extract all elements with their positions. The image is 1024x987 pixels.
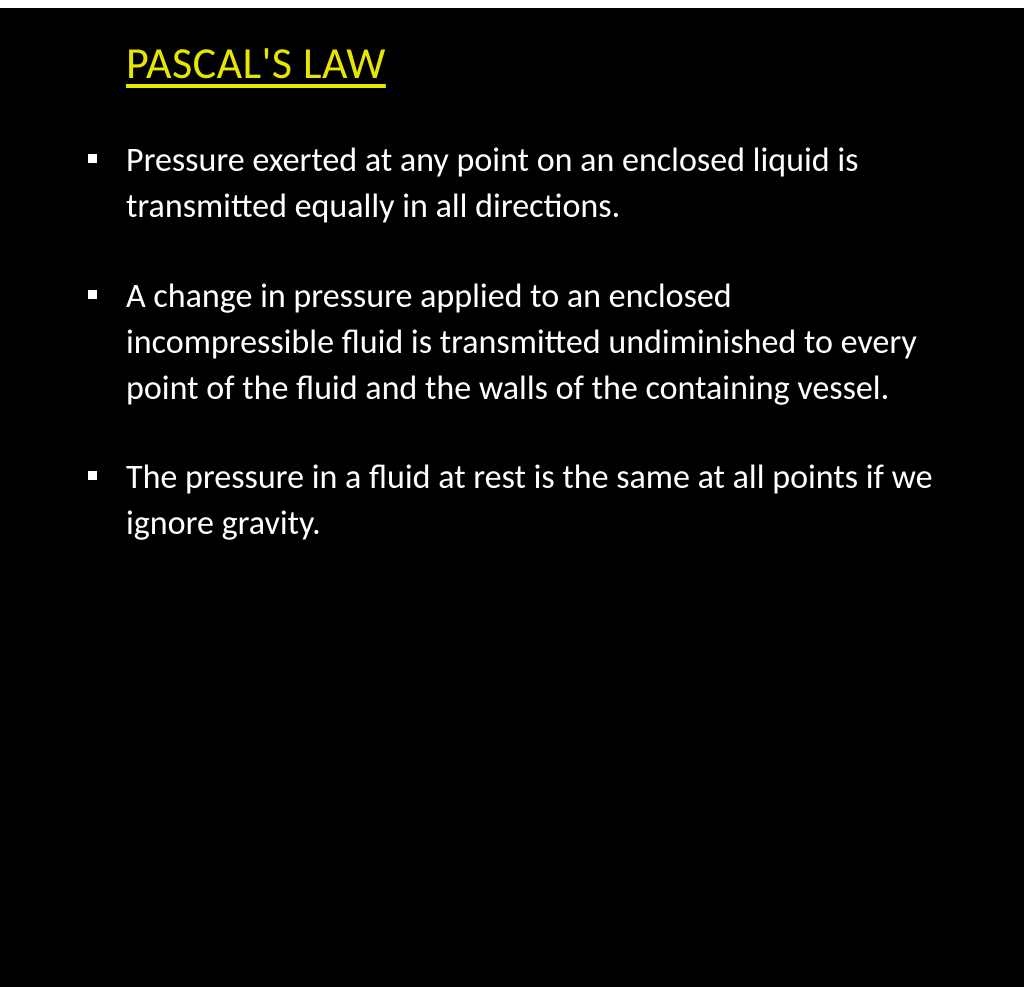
bullet-text: The pressure in a fluid at rest is the s… bbox=[126, 457, 933, 544]
bullet-item: The pressure in a fluid at rest is the s… bbox=[76, 455, 944, 547]
bullet-item: A change in pressure applied to an enclo… bbox=[76, 274, 944, 412]
top-strip bbox=[0, 0, 1024, 8]
bullet-text: A change in pressure applied to an enclo… bbox=[126, 276, 917, 409]
bullet-list: Pressure exerted at any point on an encl… bbox=[70, 138, 954, 547]
bullet-item: Pressure exerted at any point on an encl… bbox=[76, 138, 944, 230]
slide-title: PASCAL'S LAW bbox=[126, 36, 954, 90]
bullet-text: Pressure exerted at any point on an encl… bbox=[126, 140, 858, 227]
slide: PASCAL'S LAW Pressure exerted at any poi… bbox=[0, 8, 1024, 547]
